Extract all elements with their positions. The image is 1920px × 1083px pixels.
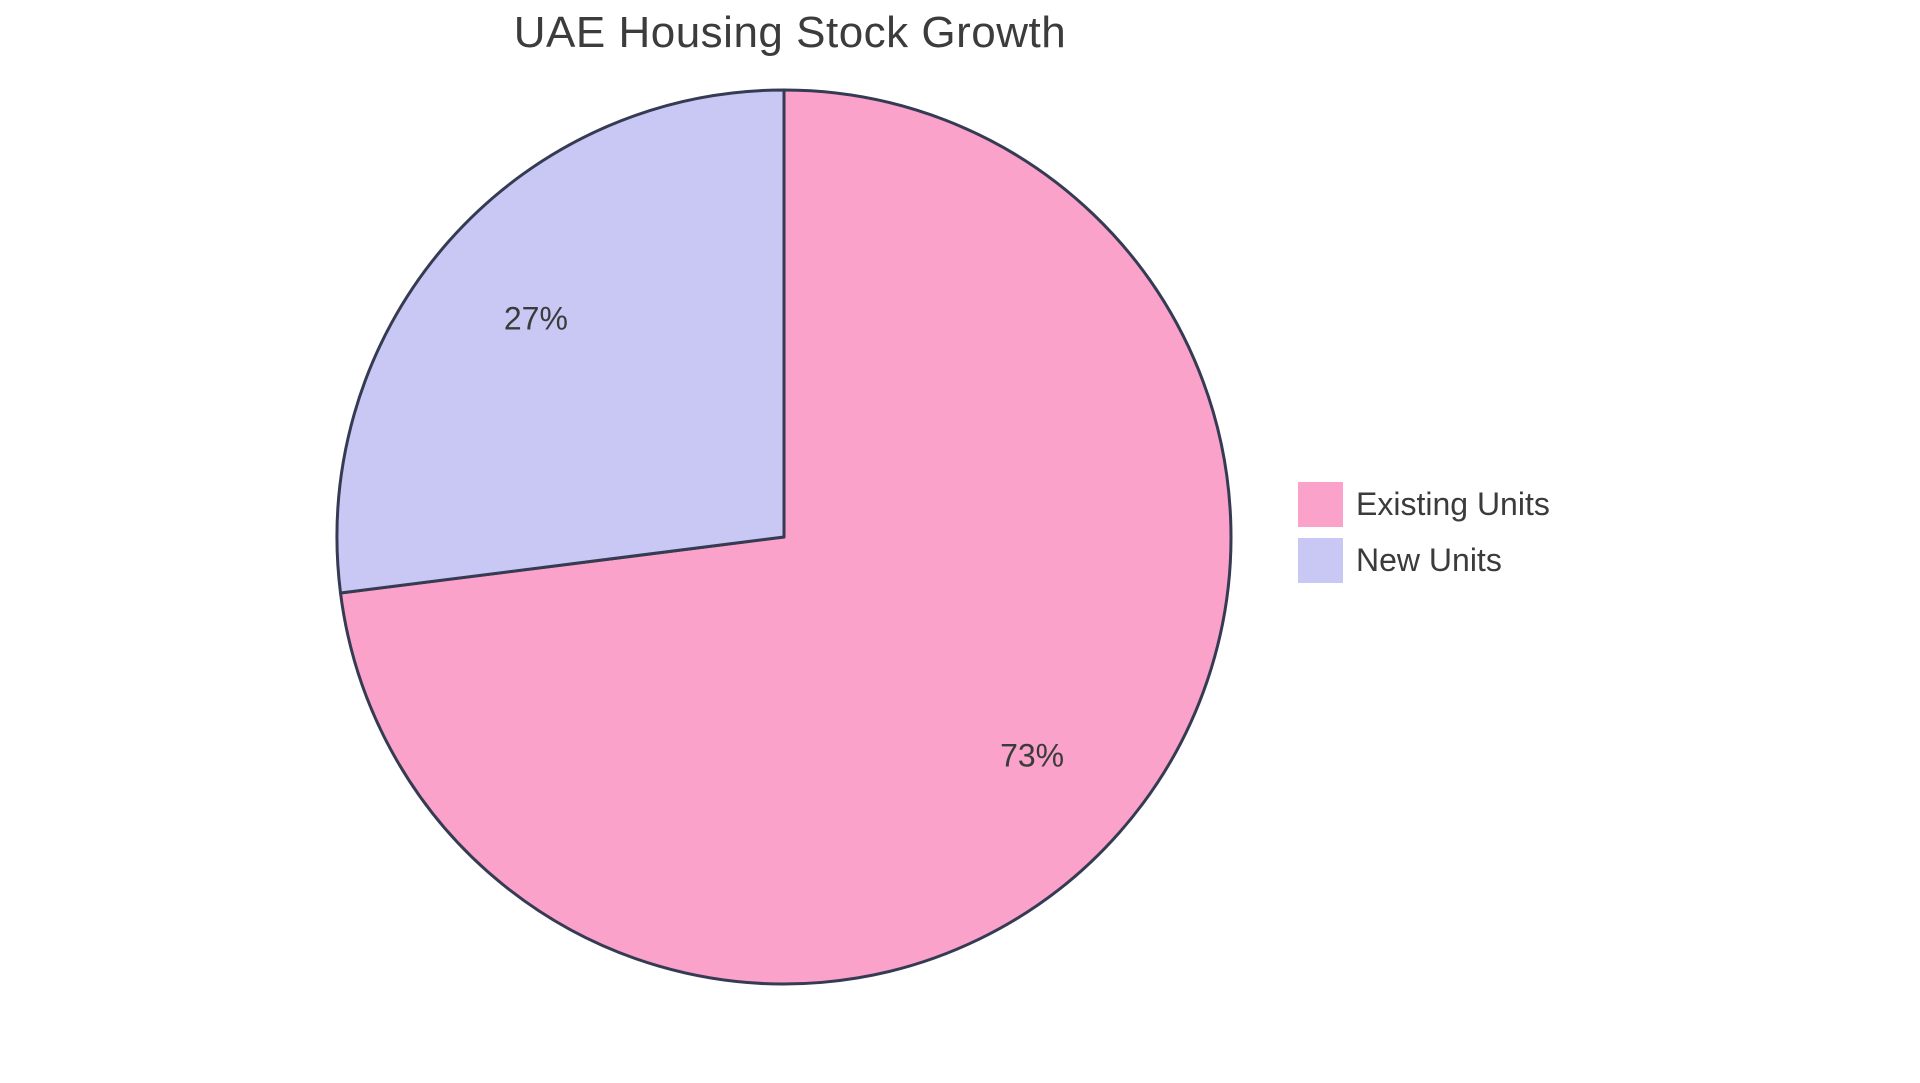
legend: Existing Units New Units [1298, 482, 1550, 583]
legend-label-existing-units: Existing Units [1356, 486, 1550, 522]
legend-label-new-units: New Units [1356, 542, 1502, 578]
pie-slice-existing-units [339, 88, 1233, 986]
legend-swatch-existing-units [1298, 482, 1343, 527]
pie-percent-label-new-units: 27% [504, 300, 568, 336]
pie-percent-label-existing-units: 73% [1000, 738, 1064, 774]
pie-slice-new-units [335, 88, 786, 595]
chart-title: UAE Housing Stock Growth [513, 8, 1067, 57]
pie-chart: 73% 27% [335, 88, 1233, 986]
legend-swatch-new-units [1298, 538, 1343, 583]
legend-item-new-units: New Units [1298, 538, 1550, 583]
legend-item-existing-units: Existing Units [1298, 482, 1550, 527]
